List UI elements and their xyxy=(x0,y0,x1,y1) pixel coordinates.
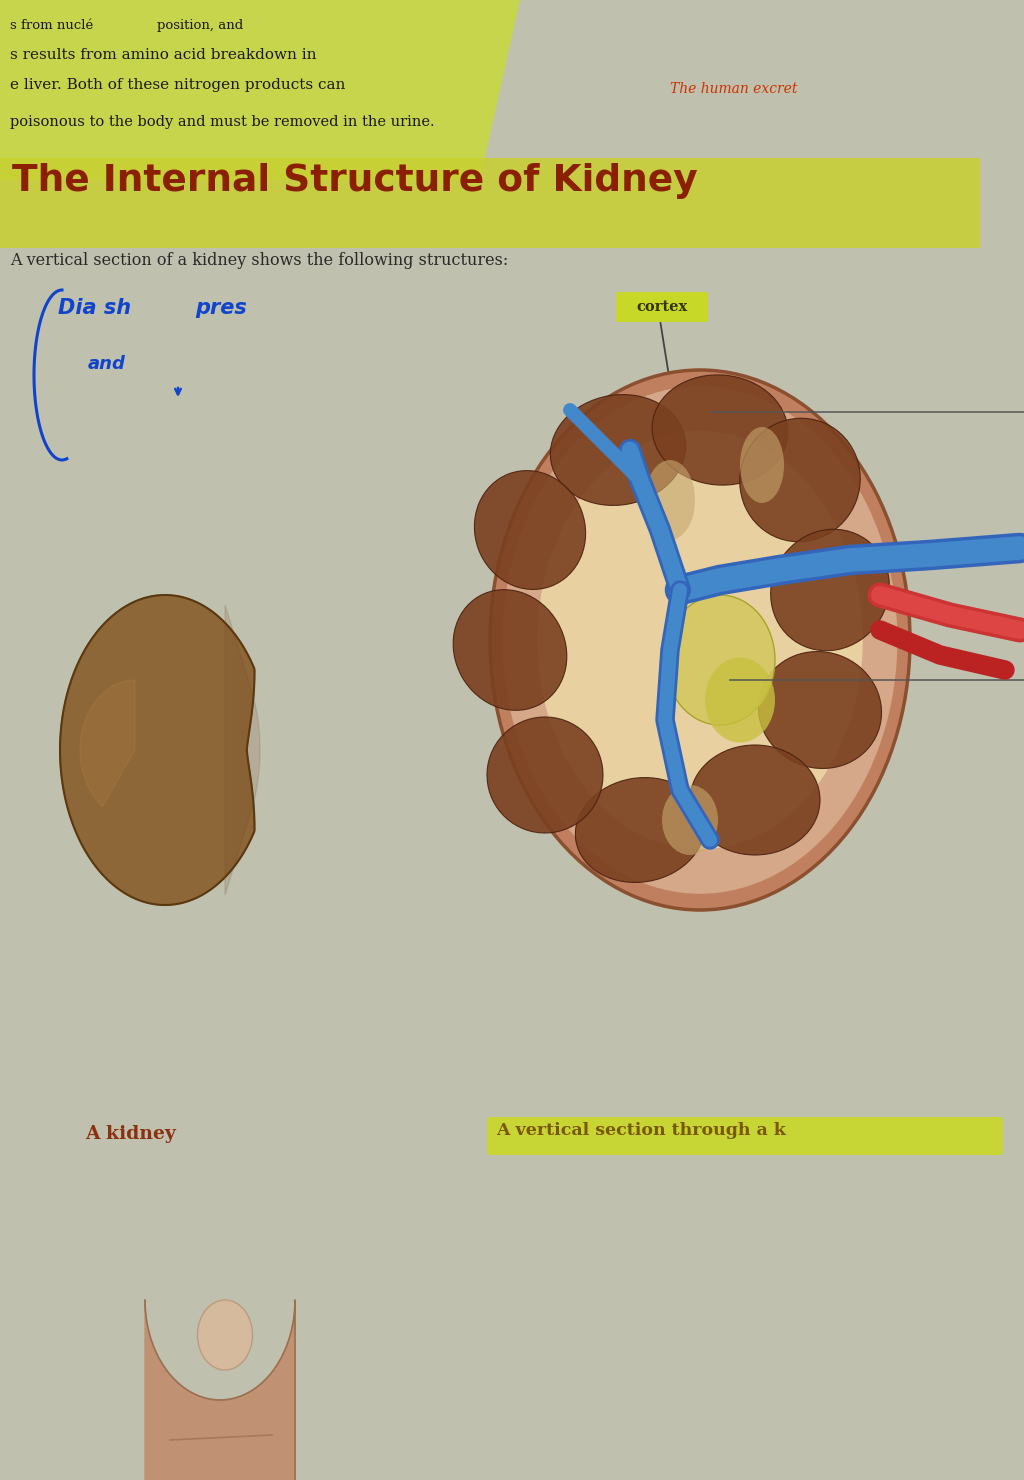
Text: s results from amino acid breakdown in: s results from amino acid breakdown in xyxy=(10,47,316,62)
Polygon shape xyxy=(60,595,255,904)
Ellipse shape xyxy=(454,589,567,710)
Text: poisonous to the body and must be removed in the urine.: poisonous to the body and must be remove… xyxy=(10,115,434,129)
Ellipse shape xyxy=(771,530,890,651)
Ellipse shape xyxy=(503,386,897,894)
Polygon shape xyxy=(145,1299,295,1480)
Text: The human excret: The human excret xyxy=(670,81,798,96)
Text: A vertical section through a k: A vertical section through a k xyxy=(496,1122,785,1140)
Ellipse shape xyxy=(690,744,820,855)
Polygon shape xyxy=(80,679,135,807)
Ellipse shape xyxy=(740,428,784,503)
Text: and: and xyxy=(88,355,126,373)
Text: The Internal Structure of Kidney: The Internal Structure of Kidney xyxy=(12,163,697,198)
Ellipse shape xyxy=(739,419,860,542)
Polygon shape xyxy=(0,0,520,181)
Ellipse shape xyxy=(705,657,775,743)
Polygon shape xyxy=(0,158,980,249)
Polygon shape xyxy=(225,605,260,895)
Ellipse shape xyxy=(662,784,718,855)
Ellipse shape xyxy=(759,651,882,768)
Text: A kidney: A kidney xyxy=(85,1125,176,1143)
Ellipse shape xyxy=(645,460,695,540)
Text: cortex: cortex xyxy=(636,300,688,314)
Ellipse shape xyxy=(474,471,586,589)
Ellipse shape xyxy=(490,370,910,910)
Ellipse shape xyxy=(575,777,705,882)
Text: s from nuclé               position, and: s from nuclé position, and xyxy=(10,18,244,31)
Ellipse shape xyxy=(487,716,603,833)
Ellipse shape xyxy=(652,374,787,485)
Ellipse shape xyxy=(538,431,863,850)
Text: Dia sh: Dia sh xyxy=(58,297,131,318)
FancyBboxPatch shape xyxy=(616,292,708,323)
Text: e liver. Both of these nitrogen products can: e liver. Both of these nitrogen products… xyxy=(10,78,345,92)
Text: A vertical section of a kidney shows the following structures:: A vertical section of a kidney shows the… xyxy=(10,252,508,269)
Ellipse shape xyxy=(198,1299,253,1370)
Ellipse shape xyxy=(550,395,686,506)
FancyBboxPatch shape xyxy=(487,1117,1002,1154)
Text: pres: pres xyxy=(195,297,247,318)
Ellipse shape xyxy=(665,595,775,725)
